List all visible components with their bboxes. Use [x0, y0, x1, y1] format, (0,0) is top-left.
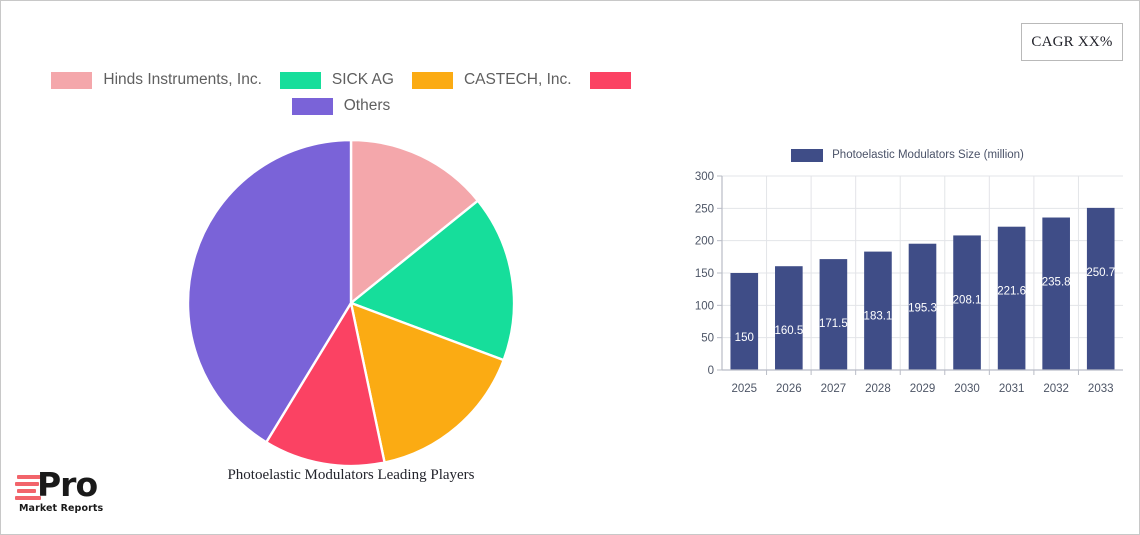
pie-legend-item-1[interactable]: SICK AG: [279, 71, 394, 89]
pie-chart-caption: Photoelastic Modulators Leading Players: [227, 467, 475, 483]
bar[interactable]: [908, 243, 937, 370]
cagr-badge-label: CAGR XX%: [1031, 33, 1113, 50]
legend-color-swatch-icon: [411, 71, 453, 89]
x-axis-tick-label: 2031: [999, 383, 1025, 395]
bar[interactable]: [730, 273, 759, 370]
logo-wordmark: Pro: [37, 465, 98, 504]
pie-legend-item-3[interactable]: [589, 71, 631, 89]
bar-chart-plot: 0 50 100 150 200 250 300 150 2025 160.5 2026 171.5 2…: [684, 166, 1131, 412]
logo-bar-icon: [17, 475, 45, 479]
pie-legend-item-4[interactable]: Others: [291, 97, 391, 115]
x-axis-tick-label: 2028: [865, 383, 891, 395]
bar[interactable]: [775, 266, 803, 370]
x-axis-tick-label: 2029: [910, 383, 936, 395]
pie-slice[interactable]: [349, 301, 506, 464]
x-axis-tick-label: 2032: [1043, 383, 1069, 395]
logo-bar-icon: [17, 489, 36, 493]
bar-value-label: 221.6: [997, 286, 1026, 298]
bar-chart-panel: Photoelastic Modulators Size (million) 0…: [684, 144, 1131, 412]
legend-color-swatch-icon: [279, 71, 321, 89]
bar[interactable]: [1086, 207, 1115, 370]
pie-slice[interactable]: [348, 199, 515, 362]
bar[interactable]: [819, 259, 848, 370]
brand-logo: Pro Market Reports: [15, 465, 111, 521]
bar-value-label: 183.1: [864, 311, 893, 323]
legend-color-swatch-icon: [291, 97, 333, 115]
x-axis-tick-label: 2030: [954, 383, 980, 395]
logo-bars-icon: [15, 471, 51, 503]
x-axis-tick-label: 2025: [731, 383, 757, 395]
pie-legend-item-2[interactable]: CASTECH, Inc.: [411, 71, 572, 89]
bar-value-label: 195.3: [908, 303, 937, 315]
x-axis-tick-label: 2033: [1088, 383, 1114, 395]
bar[interactable]: [864, 251, 892, 370]
bar-chart-legend[interactable]: Photoelastic Modulators Size (million): [684, 144, 1131, 166]
pie-slice[interactable]: [349, 139, 480, 306]
pie-chart-svg: [187, 139, 515, 467]
bar-chart-svg: 0 50 100 150 200 250 300 150 2025 160.5 2026 171.5 2…: [695, 171, 1123, 395]
bar[interactable]: [1042, 217, 1070, 370]
bar-legend-label: Photoelastic Modulators Size (million): [832, 149, 1024, 161]
logo-bar-icon: [15, 482, 39, 486]
y-axis-tick-label: 200: [695, 236, 714, 248]
pie-legend-label: CASTECH, Inc.: [463, 71, 572, 88]
x-axis-tick-label: 2026: [776, 383, 802, 395]
y-axis-tick-label: 50: [701, 333, 714, 345]
legend-color-swatch-icon: [589, 71, 631, 89]
bar-value-label: 171.5: [819, 318, 848, 330]
pie-chart: [187, 139, 515, 467]
y-axis-tick-label: 150: [695, 268, 714, 280]
bar-value-label: 235.8: [1042, 277, 1071, 289]
pie-legend: Hinds Instruments, Inc. SICK AG CASTECH,…: [21, 71, 661, 115]
cagr-badge: CAGR XX%: [1021, 23, 1123, 61]
legend-color-swatch-icon: [51, 71, 93, 89]
y-axis-tick-label: 250: [695, 203, 714, 215]
bar[interactable]: [953, 235, 981, 370]
bar[interactable]: [997, 226, 1026, 370]
logo-tagline: Market Reports: [19, 503, 104, 514]
x-axis-tick-label: 2027: [821, 383, 847, 395]
logo-bar-icon: [15, 496, 41, 500]
pie-legend-label: SICK AG: [331, 71, 394, 88]
pie-slice[interactable]: [187, 139, 353, 444]
pie-legend-item-0[interactable]: Hinds Instruments, Inc.: [51, 71, 262, 89]
pie-legend-label: Others: [343, 97, 391, 114]
bar-value-label: 208.1: [953, 294, 982, 306]
bar-value-label: 150: [735, 332, 754, 344]
pie-legend-label: Hinds Instruments, Inc.: [103, 71, 262, 88]
y-axis-tick-label: 100: [695, 300, 714, 312]
bar-value-label: 250.7: [1086, 267, 1115, 279]
bar-value-label: 160.5: [774, 325, 803, 337]
legend-color-swatch-icon: [791, 148, 824, 162]
y-axis-tick-label: 0: [708, 365, 714, 377]
y-axis-tick-label: 300: [695, 171, 714, 183]
pie-slice[interactable]: [264, 299, 386, 467]
